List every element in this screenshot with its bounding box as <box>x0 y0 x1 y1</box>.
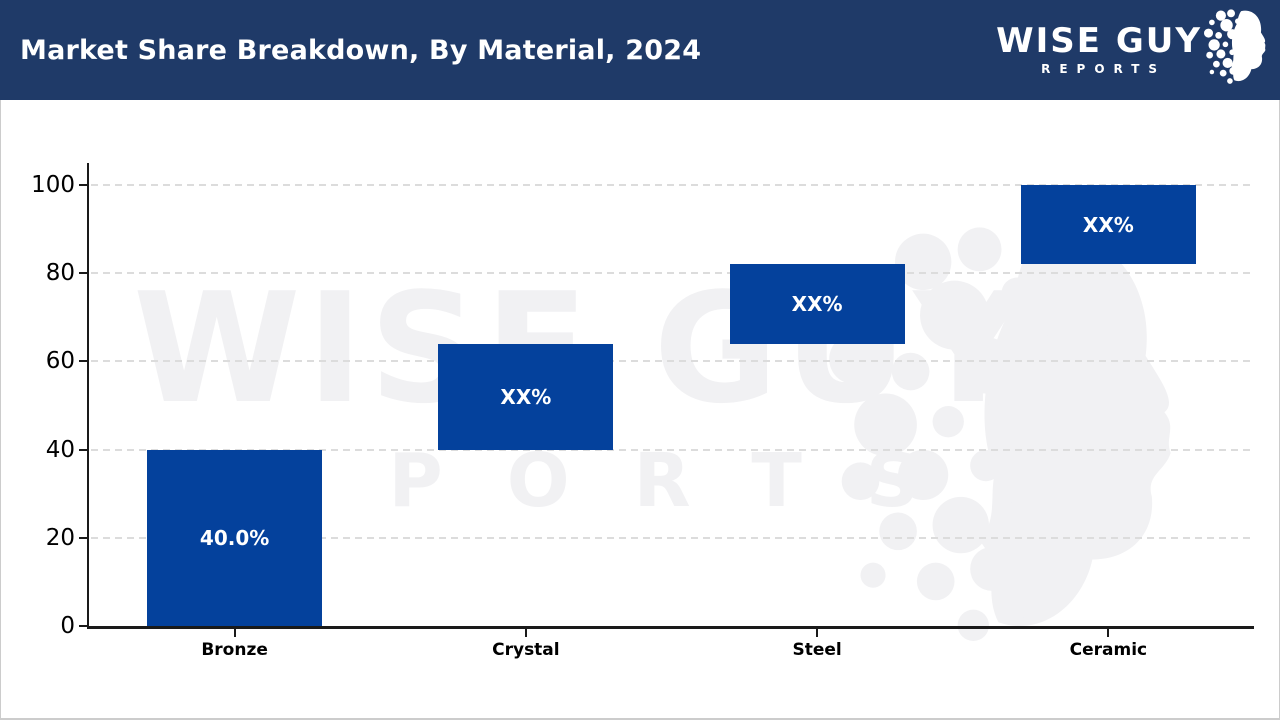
plot-area: WISE GUY REPORTS 40.0%XX%XX%XX% 02040608… <box>0 100 1280 720</box>
y-tick-mark <box>79 272 87 275</box>
gridline <box>91 360 1254 363</box>
y-tick-label: 60 <box>45 348 75 375</box>
bar-label: XX% <box>1082 212 1134 237</box>
y-tick-mark <box>79 536 87 539</box>
x-tick-mark <box>524 629 527 637</box>
wiseguy-logo: WISE GUY REPORTS <box>996 7 1280 93</box>
bar-label: 40.0% <box>199 525 270 550</box>
y-axis-spine <box>87 163 89 629</box>
chart-title: Market Share Breakdown, By Material, 202… <box>20 34 702 66</box>
x-tick-label-crystal: Crystal <box>492 640 560 660</box>
y-tick-label: 40 <box>45 436 75 463</box>
y-tick-label: 80 <box>45 260 75 287</box>
x-tick-label-bronze: Bronze <box>201 640 268 660</box>
bar-steel <box>729 264 905 344</box>
gridline <box>91 448 1254 451</box>
x-tick-mark <box>1107 629 1110 637</box>
logo-wordmark: WISE GUY <box>996 21 1202 62</box>
y-tick-mark <box>79 360 87 363</box>
y-tick-label: 0 <box>60 613 75 639</box>
bar-label: XX% <box>791 292 843 317</box>
logo-head-icon <box>1204 9 1266 84</box>
x-tick-mark <box>233 629 236 637</box>
y-tick-label: 20 <box>45 524 75 551</box>
header: Market Share Breakdown, By Material, 202… <box>0 0 1280 100</box>
bar-ceramic <box>1020 185 1196 265</box>
x-tick-mark <box>816 629 819 637</box>
y-tick-label: 100 <box>31 172 75 198</box>
gridline <box>91 184 1254 186</box>
bar-label: XX% <box>500 384 552 409</box>
x-tick-label-steel: Steel <box>792 640 842 660</box>
x-axis-spine <box>87 626 1254 629</box>
y-tick-mark <box>79 625 87 627</box>
y-tick-mark <box>79 448 87 451</box>
gridline <box>91 272 1254 275</box>
logo-subtitle: REPORTS <box>1041 61 1167 76</box>
gridline <box>91 536 1254 539</box>
y-tick-mark <box>79 184 87 186</box>
x-tick-label-ceramic: Ceramic <box>1069 640 1148 660</box>
bar-bronze <box>147 449 323 626</box>
bar-crystal <box>438 343 614 450</box>
